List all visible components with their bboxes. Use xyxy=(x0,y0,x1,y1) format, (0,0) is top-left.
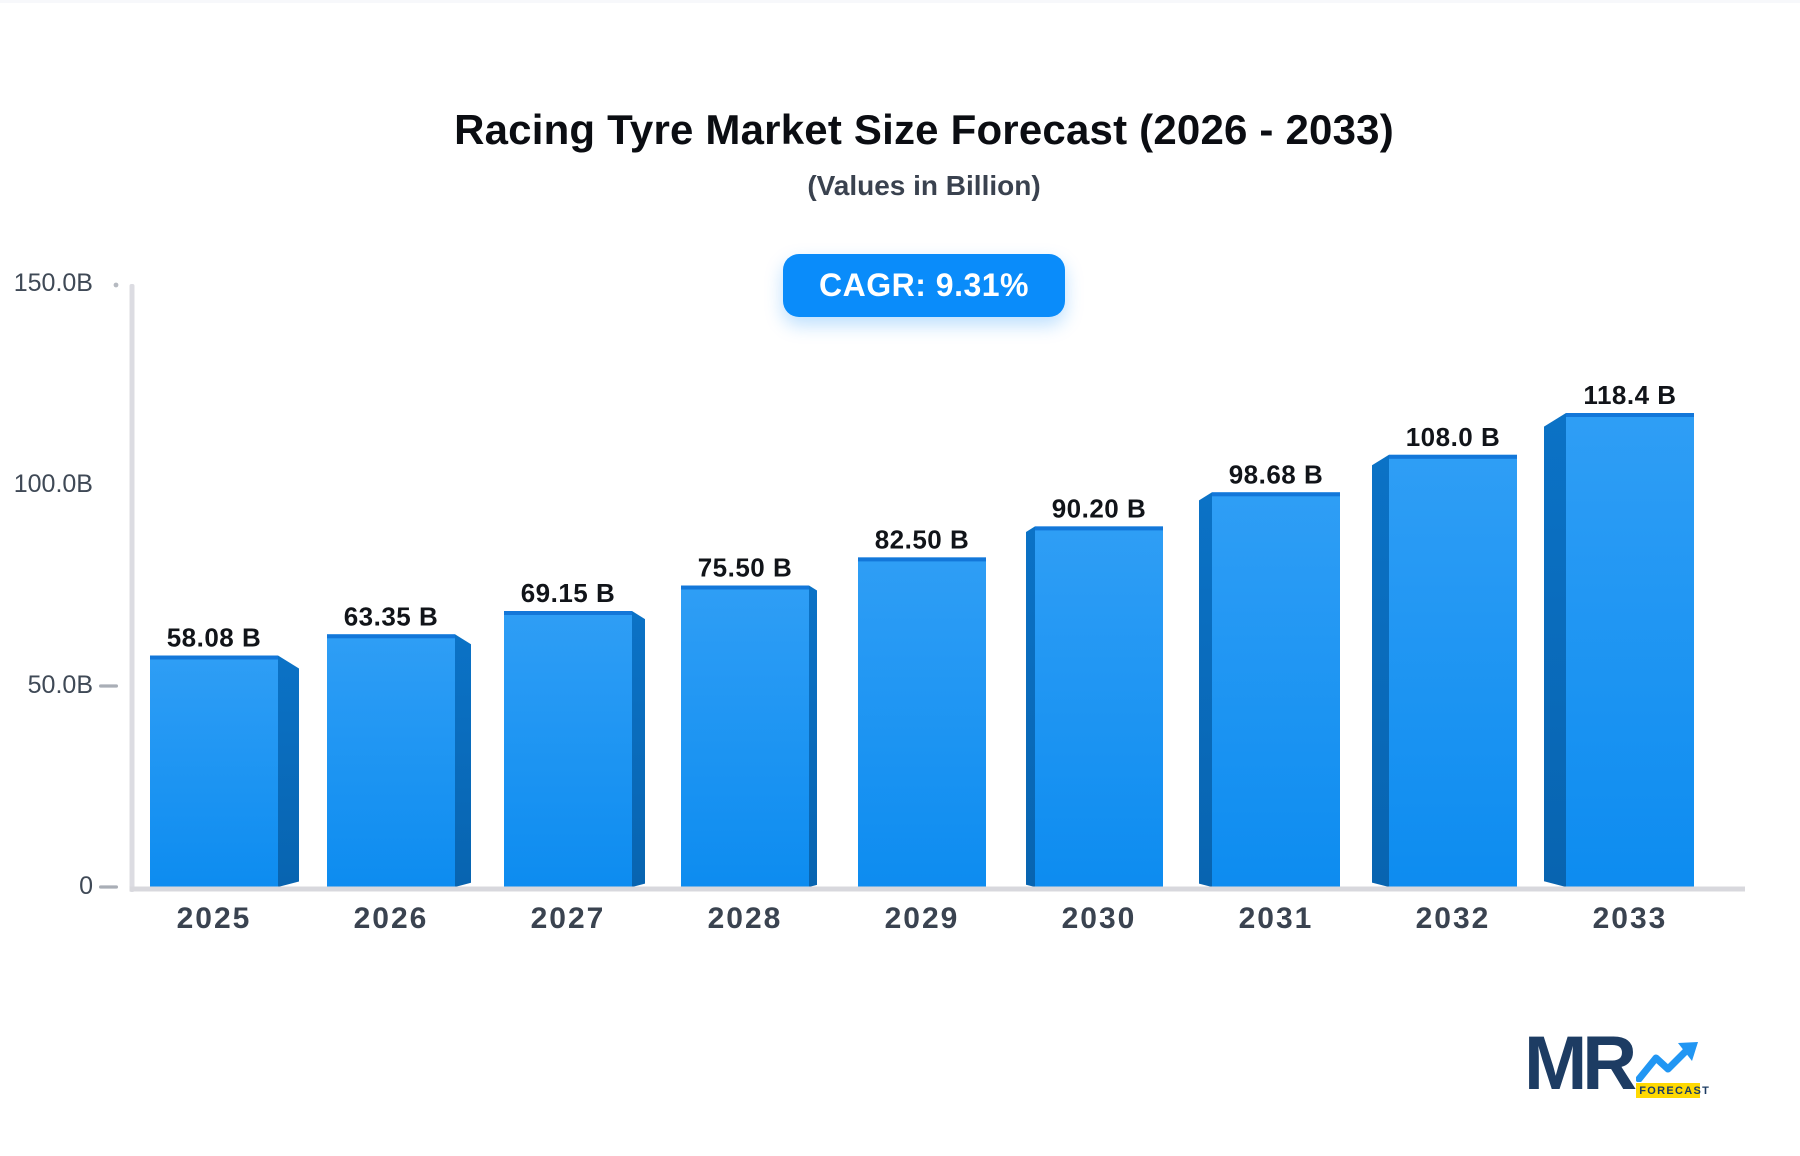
bar-front-face xyxy=(1389,454,1517,887)
year-label-2030: 2030 xyxy=(1062,902,1137,935)
page-title: Racing Tyre Market Size Forecast (2026 -… xyxy=(454,106,1394,153)
bar-front-face xyxy=(858,557,986,887)
bar-front-face xyxy=(327,634,455,887)
value-label-2029: 82.50 B xyxy=(875,524,970,554)
bar-2029[interactable]: 82.50 B 2029 xyxy=(858,524,986,935)
page-subtitle: (Values in Billion) xyxy=(807,170,1041,201)
y-tick-dot-150 xyxy=(113,282,119,288)
bar-side-face xyxy=(809,585,817,887)
bar-front-face xyxy=(681,585,809,887)
bar-2031[interactable]: 98.68 B 2031 xyxy=(1199,459,1340,935)
bar-2028[interactable]: 75.50 B 2028 xyxy=(681,553,817,936)
mr-forecast-logo[interactable]: MR FORECAST xyxy=(1524,1021,1709,1106)
value-label-2026: 63.35 B xyxy=(344,601,439,631)
year-label-2026: 2026 xyxy=(354,902,429,935)
value-label-2027: 69.15 B xyxy=(521,578,616,608)
bar-side-face xyxy=(1544,413,1566,887)
bar-front-face xyxy=(1566,413,1694,887)
y-tick-dash-50 xyxy=(99,684,118,688)
bar-top-edge xyxy=(150,655,278,660)
cagr-badge: CAGR: 9.31% xyxy=(783,254,1065,317)
bar-front-face xyxy=(1035,526,1163,887)
year-label-2028: 2028 xyxy=(708,902,783,935)
y-tick-label-100: 100.0B xyxy=(14,470,93,498)
year-label-2033: 2033 xyxy=(1593,902,1668,935)
logo-forecast-text: FORECAST xyxy=(1636,1083,1709,1098)
bar-top-edge xyxy=(1566,413,1694,417)
bar-top-edge xyxy=(681,585,809,590)
bar-side-face xyxy=(1026,526,1035,887)
bar-side-face xyxy=(1372,454,1389,887)
year-label-2029: 2029 xyxy=(885,902,960,935)
y-tick-dash-0 xyxy=(99,885,118,889)
bar-top-edge xyxy=(1389,454,1517,459)
bar-side-face xyxy=(455,634,471,887)
logo-trend-arrow-icon xyxy=(1636,1042,1699,1082)
bar-front-face xyxy=(1212,492,1340,887)
bar-front-face xyxy=(504,611,632,887)
bar-top-edge xyxy=(858,557,986,562)
bar-top-edge xyxy=(1035,526,1163,531)
bar-2030[interactable]: 90.20 B 2030 xyxy=(1026,493,1163,935)
year-label-2031: 2031 xyxy=(1239,902,1314,935)
bar-top-edge xyxy=(327,634,455,639)
bar-2026[interactable]: 63.35 B 2026 xyxy=(327,601,471,935)
value-label-2032: 108.0 B xyxy=(1406,422,1501,452)
bar-2033[interactable]: 118.4 B 2033 xyxy=(1544,380,1694,935)
y-tick-label-0: 0 xyxy=(79,872,93,900)
value-label-2031: 98.68 B xyxy=(1229,459,1324,489)
bar-2027[interactable]: 69.15 B 2027 xyxy=(504,578,645,935)
value-label-2025: 58.08 B xyxy=(167,623,262,653)
year-label-2027: 2027 xyxy=(531,902,606,935)
year-label-2032: 2032 xyxy=(1416,902,1491,935)
logo-mr-text: MR xyxy=(1524,1021,1637,1106)
bar-2025[interactable]: 58.08 B 2025 xyxy=(150,623,299,936)
bar-top-edge xyxy=(1212,492,1340,497)
bar-side-face xyxy=(1199,492,1212,887)
bar-front-face xyxy=(150,655,278,887)
window-top-edge xyxy=(0,0,1800,3)
bar-top-edge xyxy=(504,611,632,615)
y-tick-label-50: 50.0B xyxy=(28,671,93,699)
value-label-2030: 90.20 B xyxy=(1052,493,1147,523)
bar-side-face xyxy=(632,611,645,887)
bar-side-face xyxy=(278,655,299,887)
value-label-2033: 118.4 B xyxy=(1583,380,1676,410)
x-axis-line xyxy=(129,886,1745,892)
year-label-2025: 2025 xyxy=(177,902,252,935)
y-axis-line xyxy=(129,284,135,892)
y-tick-label-150: 150.0B xyxy=(14,269,93,297)
bar-2032[interactable]: 108.0 B 2032 xyxy=(1372,422,1517,935)
value-label-2028: 75.50 B xyxy=(698,553,793,583)
